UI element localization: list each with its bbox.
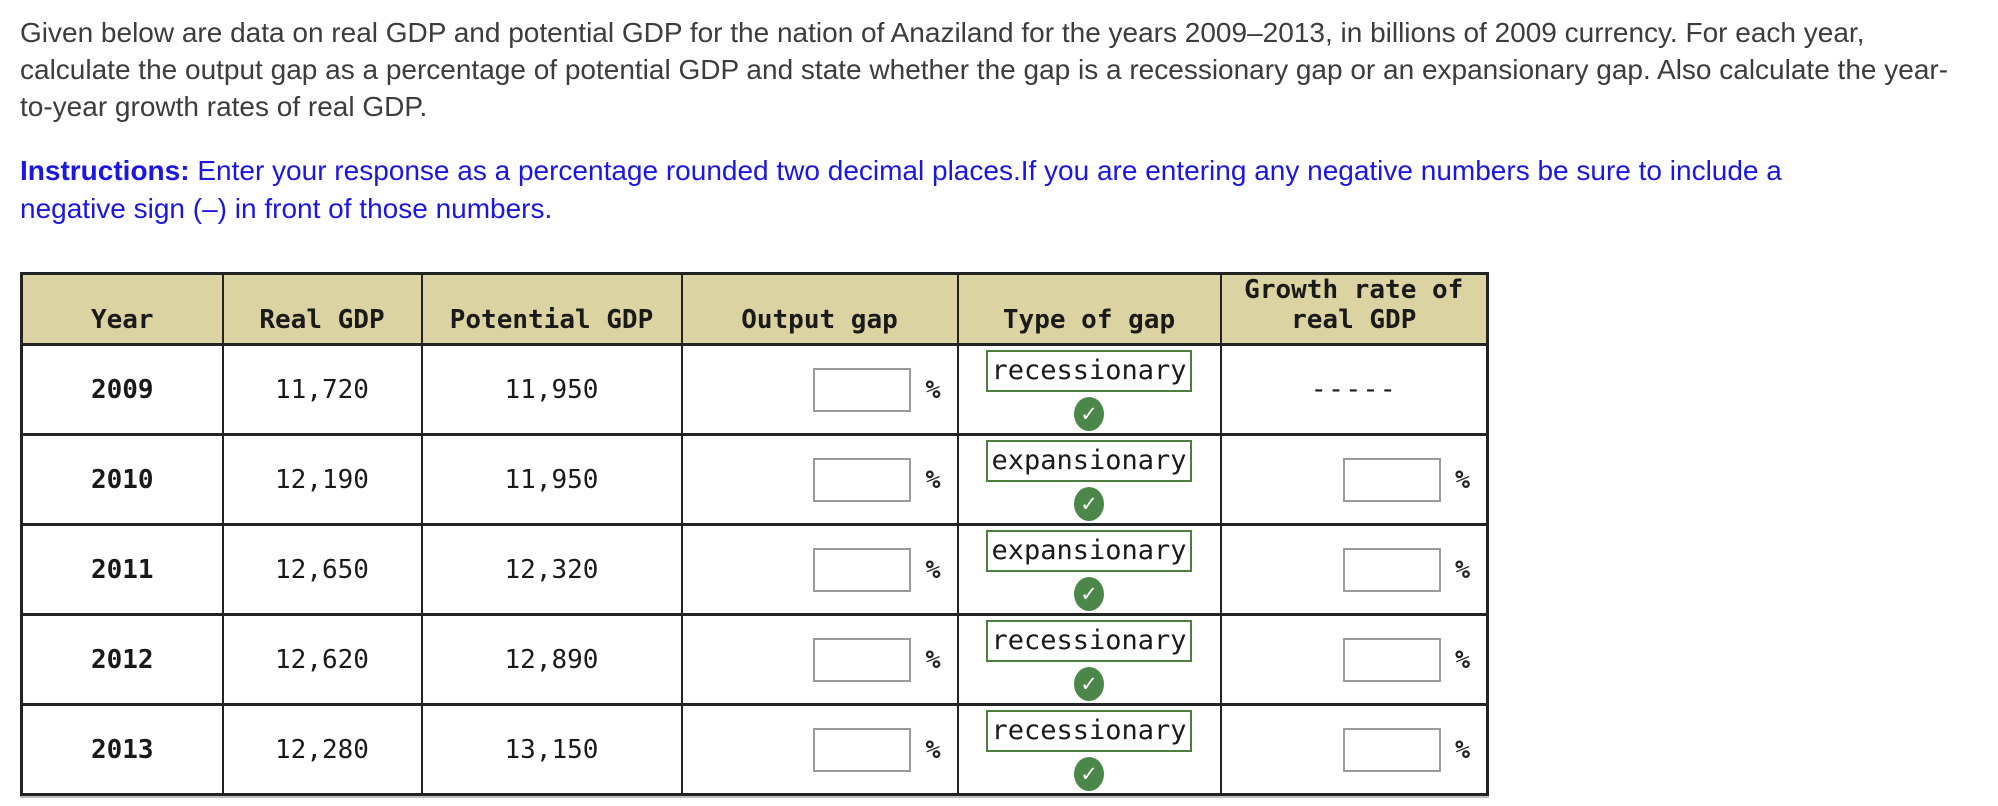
- year-cell: 2012: [20, 613, 224, 706]
- header-row: Year Real GDP Potential GDP Output gap T…: [20, 272, 1489, 346]
- percent-sign: %: [925, 735, 941, 764]
- gap-type-select[interactable]: expansionary: [986, 440, 1192, 482]
- gap-type-cell: recessionary ✓: [956, 343, 1222, 436]
- output-gap-cell: %: [680, 523, 959, 616]
- output-gap-cell: %: [680, 343, 959, 436]
- potential-gdp-cell: 12,320: [420, 523, 683, 616]
- real-gdp-cell: 12,620: [221, 613, 423, 706]
- potential-gdp-cell: 11,950: [420, 433, 683, 526]
- gdp-table: Year Real GDP Potential GDP Output gap T…: [20, 272, 1489, 796]
- gap-type-cell: expansionary ✓: [956, 433, 1222, 526]
- column-header-year: Year: [20, 272, 224, 346]
- column-header-output-gap: Output gap: [680, 272, 959, 346]
- output-gap-cell: %: [680, 613, 959, 706]
- real-gdp-cell: 11,720: [221, 343, 423, 436]
- real-gdp-cell: 12,190: [221, 433, 423, 526]
- gap-type-cell: expansionary ✓: [956, 523, 1222, 616]
- check-icon: ✓: [1074, 487, 1104, 521]
- percent-sign: %: [925, 465, 941, 494]
- gap-type-select[interactable]: recessionary: [986, 620, 1192, 662]
- growth-rate-input[interactable]: [1342, 457, 1441, 502]
- instructions: Instructions: Enter your response as a p…: [20, 152, 1830, 228]
- check-icon: ✓: [1074, 397, 1104, 431]
- growth-rate-input[interactable]: [1342, 727, 1441, 772]
- growth-rate-cell: -----: [1219, 343, 1489, 436]
- real-gdp-cell: 12,280: [221, 703, 423, 796]
- percent-sign: %: [1454, 465, 1470, 494]
- potential-gdp-cell: 11,950: [420, 343, 683, 436]
- gap-type-select[interactable]: recessionary: [986, 710, 1192, 752]
- check-icon: ✓: [1074, 577, 1104, 611]
- check-icon: ✓: [1074, 667, 1104, 701]
- table-row: 2013 12,280 13,150 % recessionary ✓: [20, 703, 1489, 796]
- percent-sign: %: [1454, 735, 1470, 764]
- output-gap-input[interactable]: [813, 547, 912, 592]
- potential-gdp-cell: 12,890: [420, 613, 683, 706]
- check-icon: ✓: [1074, 757, 1104, 791]
- column-header-type-of-gap: Type of gap: [956, 272, 1222, 346]
- output-gap-input[interactable]: [813, 727, 912, 772]
- table-row: 2012 12,620 12,890 % recessionary ✓: [20, 613, 1489, 706]
- instructions-text: Enter your response as a percentage roun…: [20, 155, 1782, 224]
- percent-sign: %: [1454, 645, 1470, 674]
- growth-rate-cell: %: [1219, 613, 1489, 706]
- real-gdp-cell: 12,650: [221, 523, 423, 616]
- year-cell: 2009: [20, 343, 224, 436]
- percent-sign: %: [925, 555, 941, 584]
- potential-gdp-cell: 13,150: [420, 703, 683, 796]
- year-cell: 2010: [20, 433, 224, 526]
- column-header-growth-rate: Growth rate of real GDP: [1219, 272, 1489, 346]
- column-header-real-gdp: Real GDP: [221, 272, 423, 346]
- year-cell: 2011: [20, 523, 224, 616]
- gap-type-cell: recessionary ✓: [956, 613, 1222, 706]
- growth-rate-input[interactable]: [1342, 547, 1441, 592]
- growth-rate-cell: %: [1219, 433, 1489, 526]
- output-gap-input[interactable]: [813, 637, 912, 682]
- question-paragraph: Given below are data on real GDP and pot…: [20, 17, 1949, 122]
- gap-type-select[interactable]: recessionary: [986, 350, 1192, 392]
- output-gap-cell: %: [680, 703, 959, 796]
- percent-sign: %: [925, 645, 941, 674]
- percent-sign: %: [1454, 555, 1470, 584]
- percent-sign: %: [925, 375, 941, 404]
- no-growth-dashes: -----: [1310, 374, 1397, 405]
- growth-rate-cell: %: [1219, 523, 1489, 616]
- gap-type-cell: recessionary ✓: [956, 703, 1222, 796]
- output-gap-cell: %: [680, 433, 959, 526]
- growth-rate-input[interactable]: [1342, 637, 1441, 682]
- instructions-label: Instructions:: [20, 155, 190, 186]
- table-row: 2011 12,650 12,320 % expansionary ✓: [20, 523, 1489, 616]
- year-cell: 2013: [20, 703, 224, 796]
- output-gap-input[interactable]: [813, 457, 912, 502]
- gap-type-select[interactable]: expansionary: [986, 530, 1192, 572]
- growth-rate-cell: %: [1219, 703, 1489, 796]
- column-header-potential-gdp: Potential GDP: [420, 272, 683, 346]
- table-row: 2009 11,720 11,950 % recessionary ✓: [20, 343, 1489, 436]
- table-row: 2010 12,190 11,950 % expansionary ✓: [20, 433, 1489, 526]
- output-gap-input[interactable]: [813, 367, 912, 412]
